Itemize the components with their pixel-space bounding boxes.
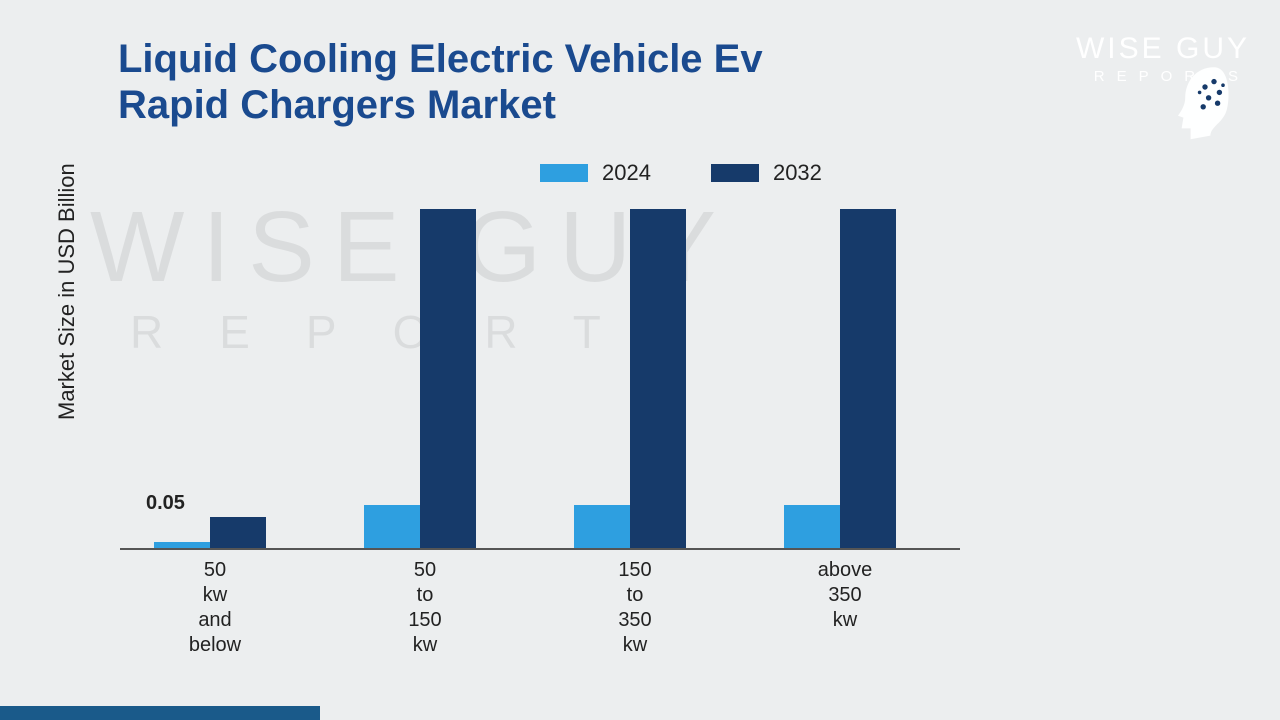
category-label: 50to150kw <box>345 550 505 658</box>
category-label: above350kw <box>765 550 925 633</box>
bar-2032 <box>840 209 896 548</box>
bar-chart: Market Size in USD Billion 2024 2032 0.0… <box>60 160 960 680</box>
category-label: 50kwandbelow <box>135 550 295 658</box>
bar-2024 <box>364 505 420 548</box>
plot-area: 0.0550kwandbelow50to150kw150to350kwabove… <box>120 180 960 550</box>
category-label: 150to350kw <box>555 550 715 658</box>
bar-value-label: 0.05 <box>146 492 185 515</box>
head-icon <box>1160 60 1250 150</box>
brand-logo: WISE GUY REPORTS <box>1076 32 1250 85</box>
page-title: Liquid Cooling Electric Vehicle Ev Rapid… <box>118 36 878 128</box>
bar-2024 <box>154 542 210 548</box>
bar-2024 <box>574 505 630 548</box>
bar-2032 <box>210 517 266 548</box>
bar-2032 <box>420 209 476 548</box>
bar-2024 <box>784 505 840 548</box>
bar-2032 <box>630 209 686 548</box>
bottom-accent-bar <box>0 706 320 720</box>
y-axis-label: Market Size in USD Billion <box>54 163 80 420</box>
